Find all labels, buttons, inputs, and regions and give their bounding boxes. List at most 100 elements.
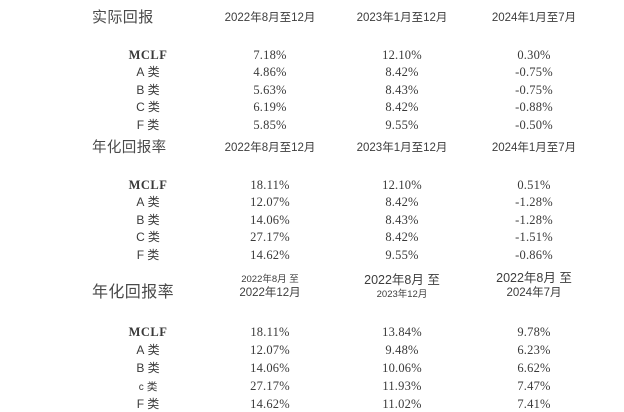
cell-value: -1.28%	[515, 195, 553, 209]
cell-value: 9.78%	[517, 325, 551, 339]
spacer-cell	[204, 27, 336, 45]
row-label-letter: A	[136, 65, 145, 79]
row-label-letter: c	[138, 382, 144, 393]
row-label-letter: A	[136, 195, 145, 209]
row-label-suffix: 类	[146, 381, 158, 393]
cell-value: -0.75%	[515, 65, 553, 79]
cell-value: 0.30%	[517, 47, 551, 62]
spacer-cell	[204, 302, 336, 322]
cell-value: 18.11%	[250, 325, 290, 339]
performance-table: 年化回报率 2022年8月至12月 2023年1月至12月 2024年1月至7月	[92, 136, 600, 263]
row-label: C 类	[92, 228, 204, 246]
cell-value: 8.42%	[385, 195, 419, 209]
row-label-letter: F	[136, 247, 145, 262]
column-header-1: 2022年8月至12月	[204, 136, 336, 157]
spacer-cell	[468, 302, 600, 322]
row-label-letter: C	[136, 100, 145, 114]
table-row: A 类 4.86% 8.42% -0.75%	[92, 63, 600, 81]
table-row: C 类 6.19% 8.42% -0.88%	[92, 98, 600, 116]
section-title: 年化回报率	[92, 284, 175, 301]
row-label: MCLF	[128, 325, 168, 339]
section-actual-return: 实际回报 2022年8月至12月 2023年1月至12月 2024年1月至7月	[92, 6, 600, 133]
table-row: F 类 5.85% 9.55% -0.50%	[92, 115, 600, 133]
column-header-line: 2022年8月 至	[364, 273, 440, 288]
row-label-letter: B	[136, 361, 145, 375]
row-label: F 类	[92, 115, 204, 133]
row-label-letter: B	[136, 212, 145, 227]
row-label: C 类	[92, 98, 204, 116]
spacer-cell	[92, 157, 204, 175]
spacer-row	[92, 157, 600, 175]
row-label: A 类	[92, 63, 204, 81]
row-label-suffix: 类	[147, 343, 160, 357]
column-header-2: 2023年1月至12月	[336, 136, 468, 157]
section-annualized-return: 年化回报率 2022年8月至12月 2023年1月至12月 2024年1月至7月	[92, 136, 600, 263]
row-label-suffix: 类	[147, 247, 160, 262]
cell-value: 9.55%	[385, 247, 419, 262]
column-header-2: 2023年1月至12月	[336, 6, 468, 27]
cell-value: 8.42%	[385, 100, 419, 114]
column-header-line: 2023年1月至12月	[356, 12, 448, 25]
column-header-1: 2022年8月至12月	[204, 6, 336, 27]
cell-value: 6.23%	[517, 343, 551, 357]
cell-value: -0.50%	[515, 117, 553, 132]
cell-value: 13.84%	[382, 325, 422, 339]
cell-value: 14.62%	[250, 397, 290, 411]
cell-value: -0.86%	[515, 247, 553, 262]
table-row: B 类 14.06% 8.43% -1.28%	[92, 210, 600, 228]
column-header-line: 2023年12月	[376, 289, 428, 301]
spacer-cell	[468, 157, 600, 175]
cell-value: 10.06%	[382, 361, 422, 375]
section-title: 实际回报	[92, 9, 154, 26]
row-label: B 类	[92, 210, 204, 228]
column-header-line: 2024年1月至7月	[491, 142, 577, 155]
cell-value: 12.10%	[382, 177, 422, 192]
spacer-cell	[336, 302, 468, 322]
cell-value: -1.51%	[515, 230, 553, 244]
cell-value: 0.51%	[517, 177, 551, 192]
row-label-suffix: 类	[147, 100, 160, 114]
spacer-row	[92, 302, 600, 322]
cell-value: 4.86%	[253, 65, 287, 79]
table-row: B 类 14.06% 10.06% 6.62%	[92, 358, 600, 376]
cell-value: 7.41%	[517, 397, 551, 411]
row-label-suffix: 类	[147, 397, 160, 411]
spacer-cell	[92, 27, 204, 45]
cell-value: 18.11%	[250, 177, 290, 192]
spacer-cell	[92, 302, 204, 322]
spacer-cell	[204, 157, 336, 175]
row-label-suffix: 类	[147, 65, 160, 79]
spacer-cell	[336, 157, 468, 175]
cell-value: 7.47%	[517, 379, 551, 393]
cell-value: -0.88%	[515, 100, 553, 114]
table-row: B 类 5.63% 8.43% -0.75%	[92, 80, 600, 98]
row-label: MCLF	[128, 47, 168, 62]
cell-value: 27.17%	[250, 379, 290, 393]
cell-value: 8.43%	[385, 212, 419, 227]
column-header-1: 2022年8月 至 2022年12月	[204, 266, 336, 302]
table-row: F 类 14.62% 9.55% -0.86%	[92, 245, 600, 263]
cell-value: 11.02%	[382, 397, 422, 411]
spacer-cell	[336, 27, 468, 45]
table-header-row: 实际回报 2022年8月至12月 2023年1月至12月 2024年1月至7月	[92, 6, 600, 27]
row-label: F 类	[92, 245, 204, 263]
cell-value: 12.07%	[250, 343, 290, 357]
row-label: F 类	[92, 394, 204, 412]
cell-value: 8.42%	[385, 230, 419, 244]
column-header-line: 2022年8月 至	[496, 270, 572, 285]
cell-value: 14.62%	[250, 247, 290, 262]
cell-value: -1.28%	[515, 212, 553, 227]
row-label-letter: A	[136, 343, 145, 357]
cell-value: 14.06%	[250, 212, 290, 227]
cell-value: 9.48%	[385, 343, 419, 357]
cell-value: 12.10%	[382, 47, 422, 62]
row-label-letter: F	[136, 117, 145, 132]
row-label-letter: F	[136, 397, 145, 411]
row-label-letter: C	[136, 230, 145, 244]
cell-value: 5.63%	[253, 82, 287, 97]
column-header-line: 2023年1月至12月	[356, 142, 448, 155]
row-label-suffix: 类	[147, 117, 160, 132]
cell-value: 11.93%	[382, 379, 422, 393]
row-label-suffix: 类	[147, 212, 160, 227]
